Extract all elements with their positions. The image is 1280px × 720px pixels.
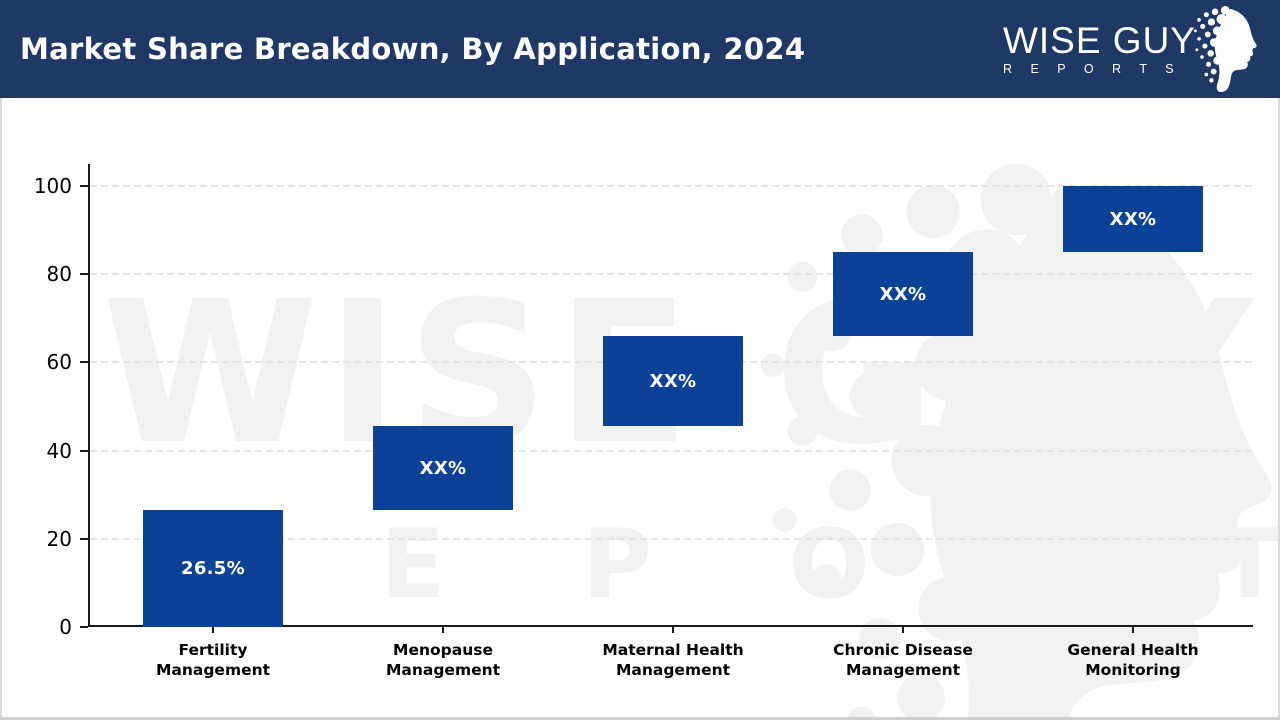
bar-value-label: XX% — [1109, 208, 1157, 230]
category-label: Maternal Health Management — [602, 641, 744, 680]
y-axis-tick-label: 80 — [46, 262, 72, 287]
y-axis-tick — [80, 361, 88, 364]
bar: 26.5% — [143, 510, 283, 627]
gridline — [90, 273, 1253, 276]
y-axis-tick-label: 20 — [46, 526, 72, 551]
bar-value-label: XX% — [419, 457, 467, 479]
y-axis-tick — [80, 626, 88, 628]
bottom-border-strip — [0, 717, 1280, 720]
bar-value-label: XX% — [649, 370, 697, 392]
logo-wordmark-line2: R E P O R T S — [1002, 62, 1182, 76]
y-axis-line — [88, 164, 90, 627]
brand-logo: WISE GUY R E P O R T S — [1003, 6, 1266, 92]
x-axis-tick — [672, 627, 674, 633]
bar: XX% — [603, 335, 743, 427]
category-label: General Health Monitoring — [1067, 641, 1199, 680]
page-title: Market Share Breakdown, By Application, … — [20, 32, 806, 66]
y-axis-tick-label: 0 — [59, 615, 72, 639]
x-axis-line — [88, 625, 1253, 627]
y-axis-tick-label: 40 — [46, 438, 72, 463]
y-axis-tick-label: 60 — [46, 350, 72, 375]
x-axis-tick — [1132, 627, 1134, 633]
wise-guy-face-icon — [1193, 6, 1257, 92]
bar: XX% — [1063, 186, 1203, 253]
gridline — [90, 449, 1253, 452]
category-label: Menopause Management — [385, 641, 501, 680]
gridline — [90, 537, 1253, 540]
y-axis-tick — [80, 537, 88, 540]
header: Market Share Breakdown, By Application, … — [0, 0, 1280, 98]
y-axis-tick — [80, 449, 88, 452]
bar-value-label: XX% — [879, 283, 927, 305]
plot: 0 20 40 60 80 100 26.5% Fertility Management XX%… — [34, 164, 1253, 679]
x-axis-tick — [212, 627, 214, 633]
x-axis-tick — [902, 627, 904, 633]
category-label: Fertility Management — [155, 641, 271, 680]
category-label: Chronic Disease Management — [833, 641, 973, 680]
bar-value-label: 26.5% — [181, 558, 245, 580]
x-axis-tick — [442, 627, 444, 633]
logo-wordmark: WISE GUY R E P O R T S — [1003, 22, 1196, 76]
logo-wordmark-line1: WISE GUY — [1002, 20, 1196, 61]
y-axis-tick — [80, 185, 88, 187]
bar: XX% — [373, 426, 513, 511]
bar: XX% — [833, 252, 973, 336]
watermark-face-icon — [760, 164, 1272, 720]
gridline — [90, 185, 1253, 187]
y-axis-tick — [80, 273, 88, 276]
chart-area: WISE GUY R E P O R T S 02040608010026.5%… — [0, 98, 1280, 720]
y-axis-tick-label: 100 — [33, 174, 72, 198]
